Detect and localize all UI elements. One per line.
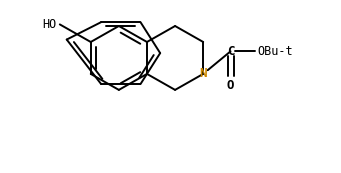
Text: HO: HO — [43, 18, 57, 31]
Text: OBu-t: OBu-t — [257, 45, 293, 58]
Text: C: C — [227, 45, 234, 58]
Text: N: N — [199, 67, 207, 80]
Text: O: O — [227, 79, 234, 92]
